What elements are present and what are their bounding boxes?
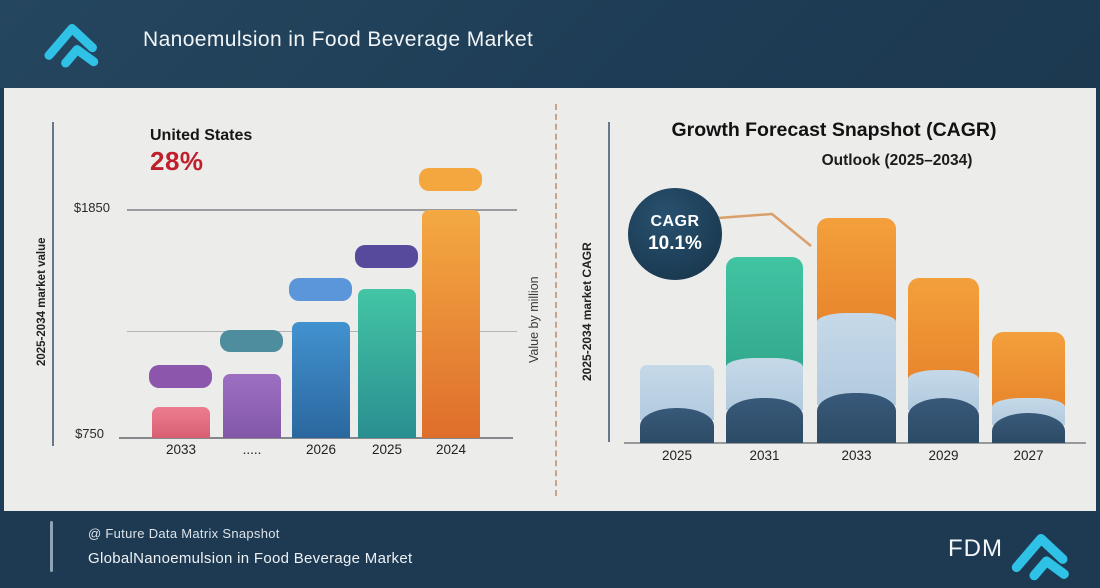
left-x-tick: ..... [242, 442, 262, 457]
right-x-tick: 2029 [928, 448, 959, 463]
left-chart-bar [358, 288, 416, 438]
header: Nanoemulsion in Food Beverage Market [0, 0, 1100, 88]
right-x-tick: 2031 [749, 448, 780, 463]
left-x-tick: 2024 [435, 442, 467, 457]
left-x-tick: 2033 [165, 442, 197, 457]
left-chart-highlight-value: 28% [150, 146, 204, 176]
footer-brand-text: FDM [948, 535, 1003, 562]
left-chart-bar-cap [289, 278, 352, 302]
left-chart-bar [223, 373, 281, 438]
left-gridline-1850 [127, 209, 517, 211]
cagr-badge: CAGR 10.1% [628, 188, 722, 280]
left-chart-bar-cap [355, 245, 418, 269]
right-chart-top-segment [908, 278, 979, 382]
right-chart-top-segment [992, 332, 1065, 410]
cagr-badge-value: 10.1% [648, 233, 702, 254]
right-chart-base-segment [640, 408, 714, 443]
left-chart-bar [292, 321, 350, 438]
right-chart-subtitle: Outlook (2025–2034) [821, 152, 973, 169]
footer-divider-bar [50, 521, 53, 572]
footer-caption: GlobalNanoemulsion in Food Beverage Mark… [88, 550, 413, 567]
right-chart-title: Growth Forecast Snapshot (CAGR) [671, 119, 997, 141]
left-chart-bar-cap [149, 365, 212, 389]
left-y-tick-750: $750 [75, 426, 104, 441]
left-y-tick-1850: $1850 [73, 200, 110, 215]
page-title: Nanoemulsion in Food Beverage Market [143, 28, 534, 51]
fdm-logo-icon [1011, 534, 1069, 581]
charts-area: United States 28% $1850 $750 2025-2034 m… [4, 88, 1096, 511]
left-chart-bar [422, 210, 480, 438]
right-x-tick: 2033 [841, 448, 872, 463]
left-x-tick: 2025 [371, 442, 403, 457]
cagr-badge-label: CAGR [650, 213, 700, 230]
left-y-axis-line [52, 122, 54, 446]
right-x-tick: 2027 [1013, 448, 1044, 463]
panel-divider [555, 104, 557, 496]
right-chart-top-segment [726, 257, 803, 370]
fdm-logo-icon [44, 24, 99, 68]
right-chart-base-segment [726, 398, 803, 443]
left-chart-region-label: United States [150, 127, 253, 144]
left-chart-bar-cap [419, 167, 482, 192]
right-chart-base-segment [908, 398, 979, 443]
left-chart-bar [152, 406, 210, 438]
left-chart-bar-cap [220, 330, 283, 352]
footer-attribution: @ Future Data Matrix Snapshot [88, 526, 280, 541]
right-y-axis-line [608, 122, 610, 442]
left-x-tick: 2026 [305, 442, 337, 457]
right-chart-base-segment [992, 413, 1065, 443]
footer: @ Future Data Matrix Snapshot GlobalNano… [0, 511, 1100, 588]
right-chart-top-segment [817, 218, 896, 325]
right-x-tick: 2025 [661, 448, 693, 463]
bars-layer: 2033..... 2026 2025 2024 2025 2031 2033 2029 202… [4, 88, 1096, 511]
left-x-axis-line [119, 437, 513, 439]
right-chart-base-segment [817, 393, 896, 443]
right-chart-mid-segment [817, 313, 896, 405]
